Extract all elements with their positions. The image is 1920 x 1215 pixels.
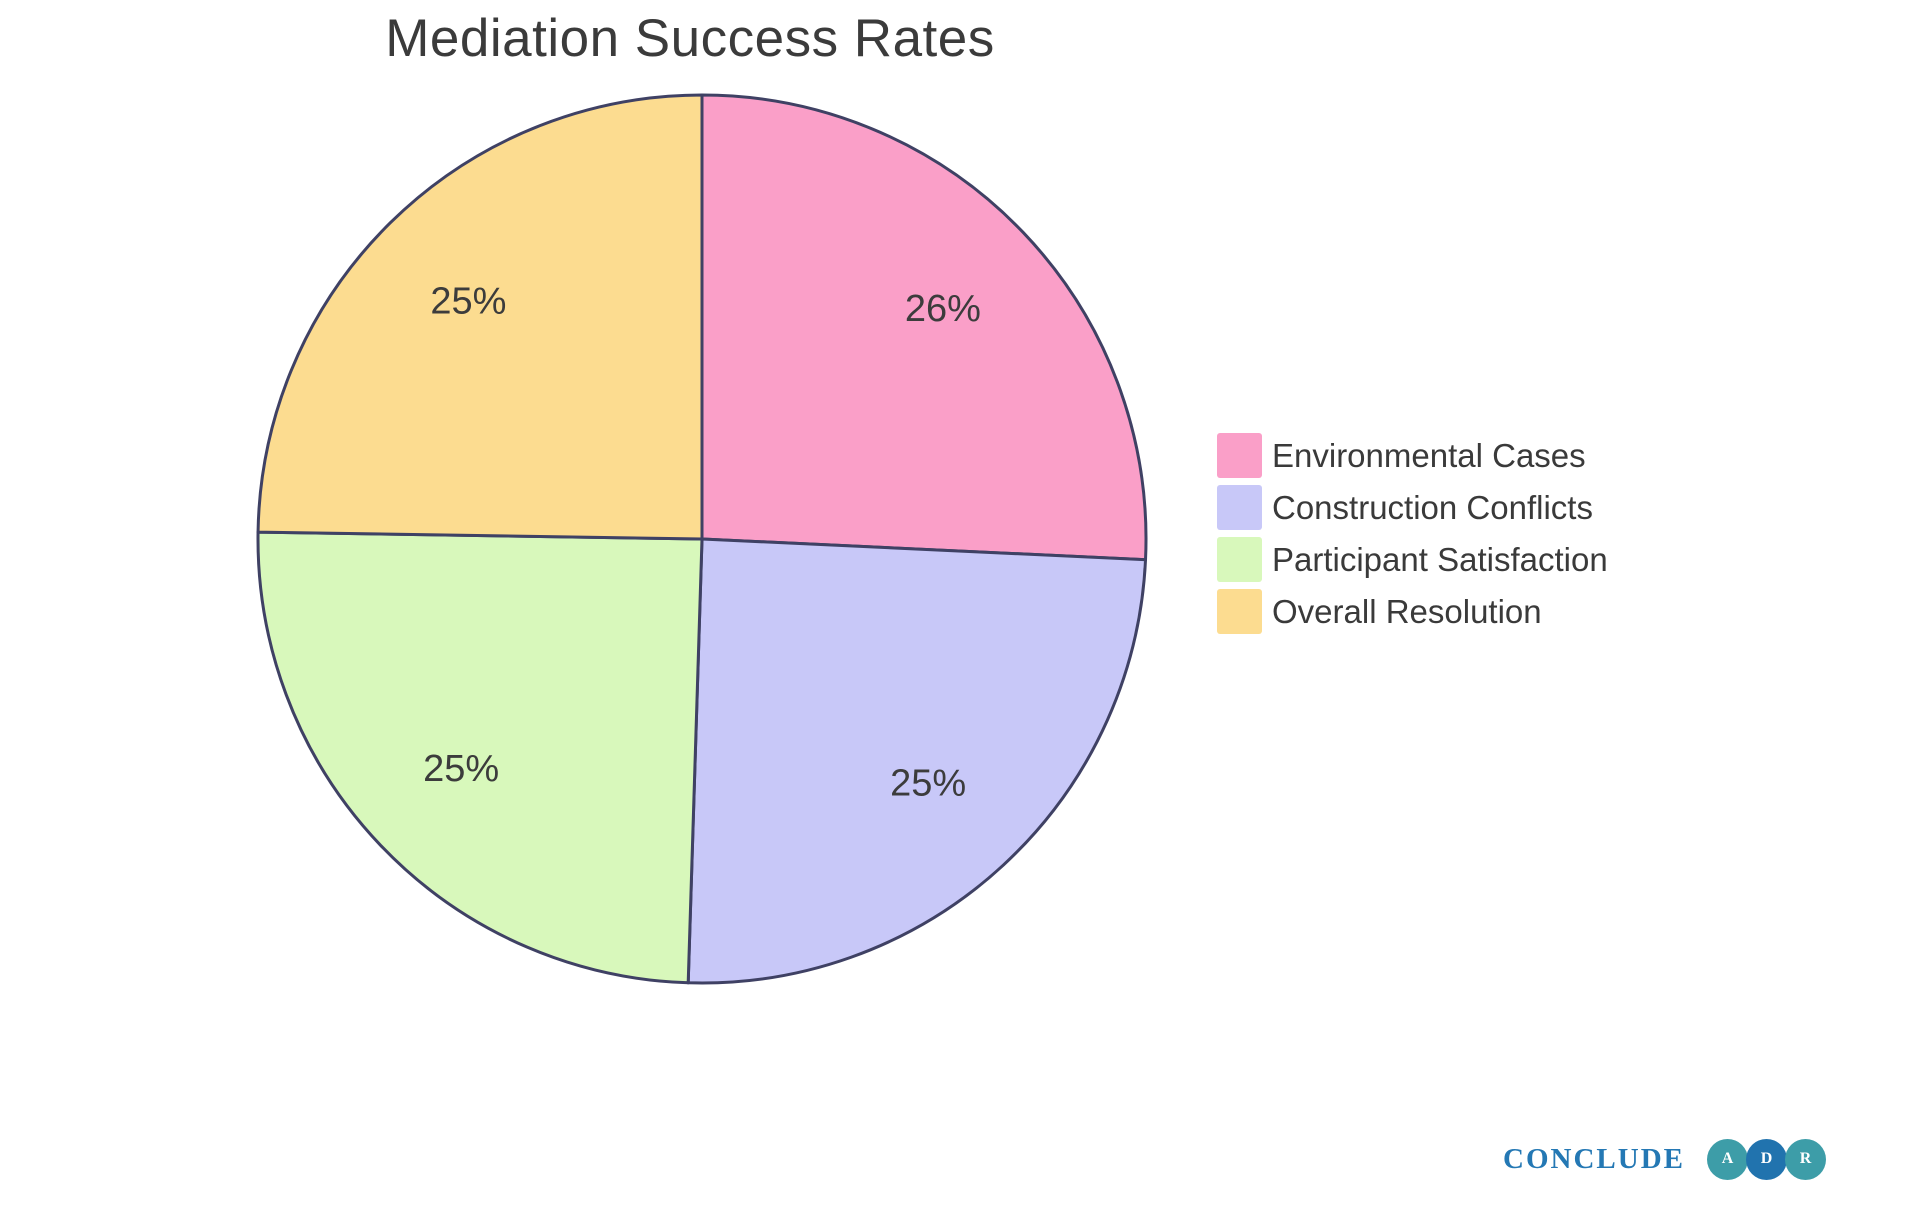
brand-badge-a: A <box>1707 1138 1748 1180</box>
pie-pct-label-construction-conflicts: 25% <box>890 762 966 804</box>
brand-badge-d: D <box>1746 1138 1787 1180</box>
legend-swatch-environmental-cases <box>1217 433 1262 478</box>
brand-wordmark: CONCLUDE <box>1503 1142 1685 1175</box>
pie-pct-label-overall-resolution: 25% <box>430 281 506 323</box>
legend-item-construction-conflicts: Construction Conflicts <box>1217 485 1608 530</box>
legend-swatch-construction-conflicts <box>1217 485 1262 530</box>
brand-badge-r: R <box>1785 1138 1826 1180</box>
legend-label-overall-resolution: Overall Resolution <box>1272 592 1542 630</box>
legend-item-participant-satisfaction: Participant Satisfaction <box>1217 537 1608 582</box>
legend-swatch-overall-resolution <box>1217 589 1262 634</box>
pie-slice-overall-resolution <box>256 93 704 541</box>
chart-title: Mediation Success Rates <box>385 9 995 68</box>
pie-slice-participant-satisfaction <box>256 530 704 985</box>
legend-item-environmental-cases: Environmental Cases <box>1217 433 1608 478</box>
pie-pct-label-participant-satisfaction: 25% <box>423 748 499 790</box>
legend-label-construction-conflicts: Construction Conflicts <box>1272 488 1593 526</box>
legend-label-environmental-cases: Environmental Cases <box>1272 436 1586 474</box>
pie-slice-environmental-cases <box>700 93 1148 562</box>
legend-swatch-participant-satisfaction <box>1217 537 1262 582</box>
pie-slice-construction-conflicts <box>686 537 1148 985</box>
legend-label-participant-satisfaction: Participant Satisfaction <box>1272 540 1608 578</box>
pie-pct-label-environmental-cases: 26% <box>905 288 981 330</box>
legend-item-overall-resolution: Overall Resolution <box>1217 589 1608 634</box>
legend: Environmental Cases Construction Conflict… <box>1217 433 1608 634</box>
